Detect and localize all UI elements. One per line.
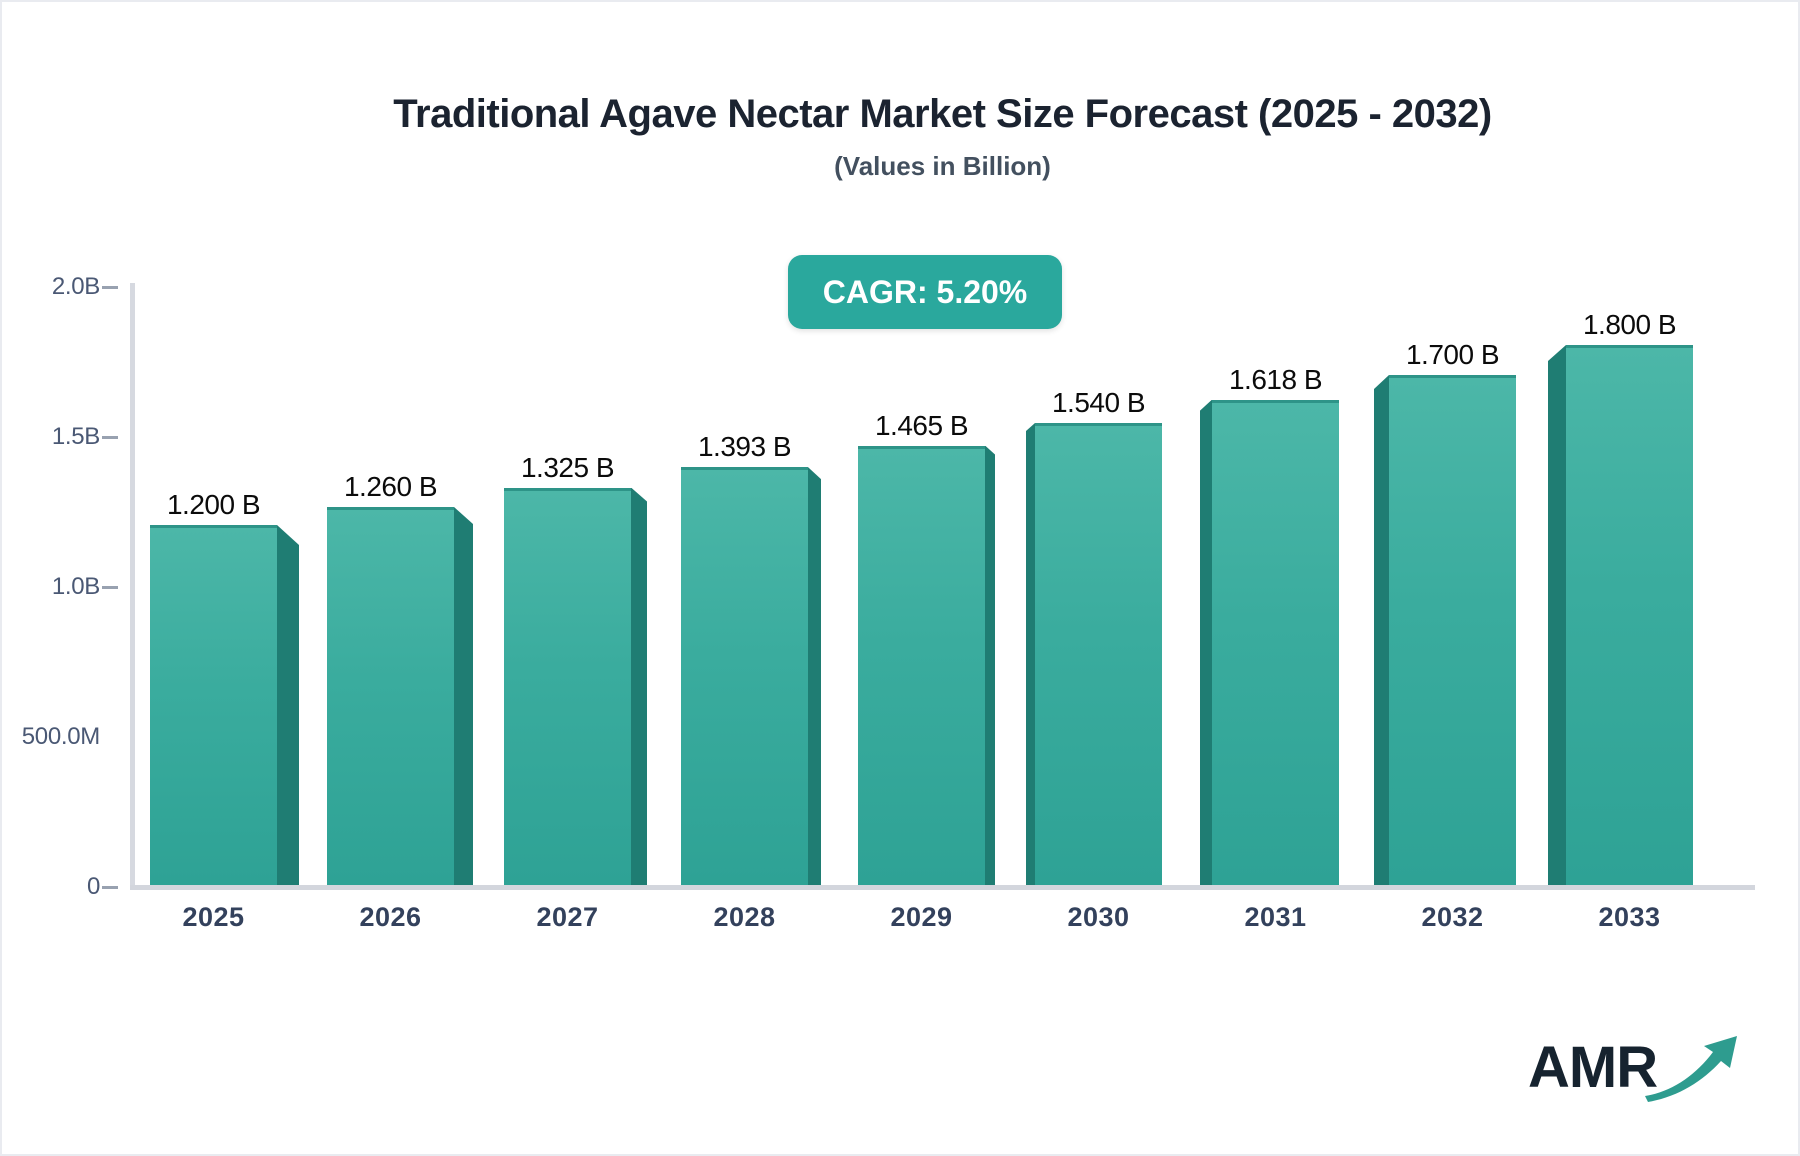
bar-value-label: 1.200 B [166,489,261,520]
x-axis-tick-label: 2031 [1244,902,1307,932]
cagr-badge: CAGR: 5.20% [788,255,1062,329]
bar-value-label: 1.800 B [1582,309,1677,340]
bar-face [1389,375,1516,885]
bar-face [858,445,985,885]
bar-2027[interactable] [504,487,647,885]
bar-value-label: 1.465 B [874,409,969,441]
x-axis-tick-label: 2028 [713,902,776,932]
growth-arrow-icon [1645,1036,1737,1102]
bar-2033[interactable] [1548,345,1693,885]
bar-value-label: 1.260 B [343,471,438,502]
bar-2031[interactable] [1200,399,1339,885]
bar-value-label: 1.700 B [1405,339,1500,370]
y-axis-tick-label: 500.0M [21,723,101,750]
bar-face [1212,399,1339,885]
bar-side-3d [985,445,995,885]
x-axis-tick-label: 2032 [1421,902,1484,932]
bar-value-label: 1.393 B [697,431,792,463]
x-axis-tick-label: 2025 [182,902,245,932]
y-axis-tick-mark [102,286,118,289]
bar-face [150,525,277,885]
bar-side-3d [1548,345,1566,885]
bar-value-label: 1.325 B [520,451,615,483]
x-axis-tick-label: 2030 [1067,902,1130,932]
bar-2029[interactable] [858,445,995,885]
bar-face [504,487,631,885]
bar-side-3d [1374,375,1389,885]
bar-2028[interactable] [681,467,821,885]
logo-text: AMR [1528,1035,1658,1100]
x-axis-tick-label: 2033 [1598,902,1661,932]
bar-face [1035,423,1162,885]
bar-side-3d [631,487,647,885]
bar-side-3d [277,525,299,885]
bar-face [327,507,454,885]
chart-header: Traditional Agave Nectar Market Size For… [130,92,1755,182]
bar-face [1566,345,1693,885]
bar-2032[interactable] [1374,375,1516,885]
bar-side-3d [808,467,821,885]
x-axis-tick-label: 2029 [890,902,953,932]
bar-side-3d [454,507,473,885]
chart-title: Traditional Agave Nectar Market Size For… [393,92,1492,136]
bar-side-3d [1026,423,1035,885]
bar-value-label: 1.618 B [1228,363,1323,395]
bar-face [681,467,808,885]
y-axis-tick-label: 1.5B [51,423,100,450]
y-axis-tick-mark [102,586,118,589]
y-axis-tick-mark [102,436,118,439]
bar-2030[interactable] [1026,423,1162,885]
x-axis-tick-label: 2027 [536,902,599,932]
chart-subtitle: (Values in Billion) [834,151,1051,181]
y-axis-tick-label: 2.0B [51,273,100,300]
bar-2026[interactable] [327,507,473,885]
y-axis-tick-label: 0 [86,873,100,900]
y-axis-line [130,283,135,885]
amr-logo: AMR [1528,1036,1738,1108]
y-axis-tick-mark [102,886,118,889]
x-axis-line [130,885,1755,890]
bar-value-label: 1.540 B [1051,387,1146,418]
bar-2025[interactable] [150,525,299,885]
bar-side-3d [1200,399,1212,885]
x-axis-tick-label: 2026 [359,902,422,932]
y-axis-tick-label: 1.0B [51,573,100,600]
